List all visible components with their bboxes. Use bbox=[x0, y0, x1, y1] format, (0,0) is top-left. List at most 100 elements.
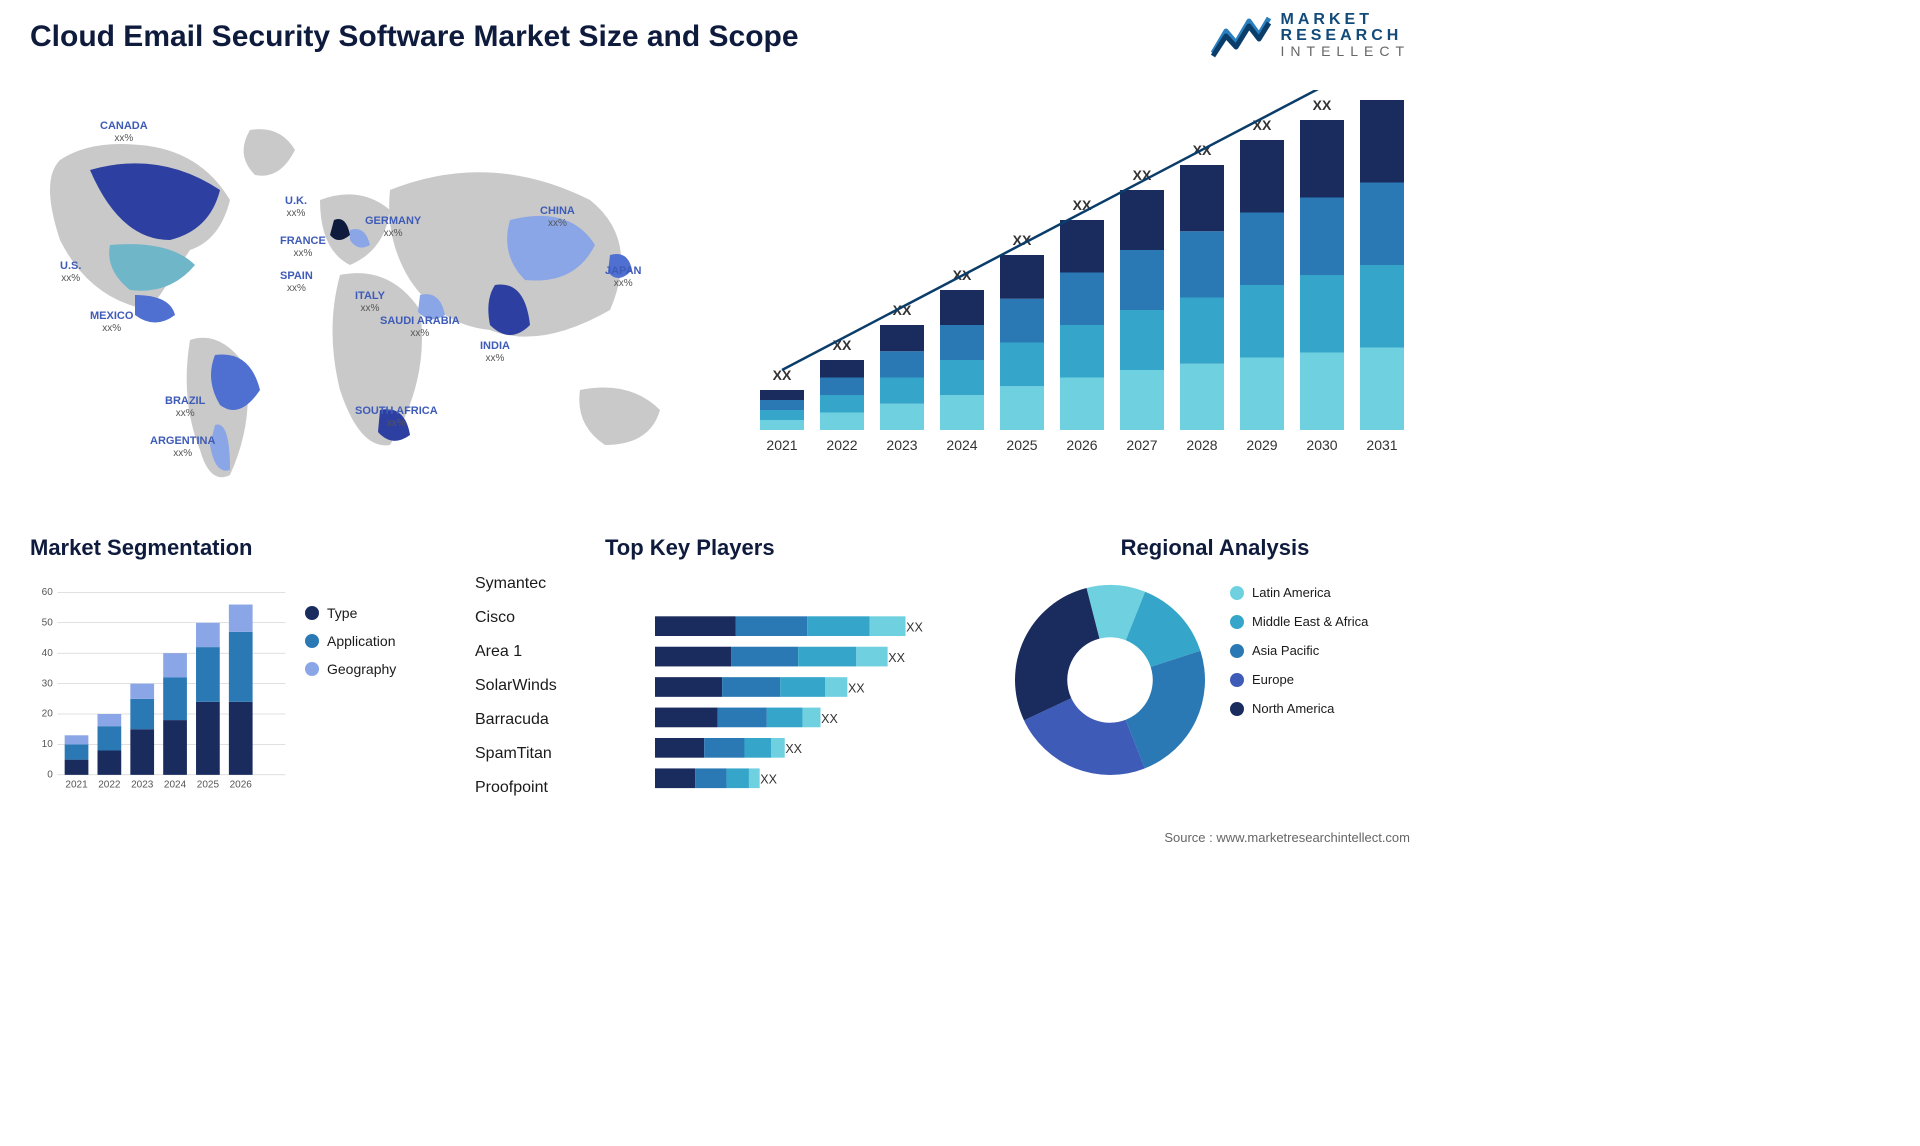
svg-text:XX: XX bbox=[760, 773, 777, 787]
svg-text:2025: 2025 bbox=[1006, 437, 1037, 453]
map-country-label: FRANCExx% bbox=[280, 235, 326, 260]
legend-swatch-icon bbox=[1230, 644, 1244, 658]
svg-text:XX: XX bbox=[888, 651, 905, 665]
logo-mark-icon bbox=[1211, 13, 1271, 58]
legend-item: Asia Pacific bbox=[1230, 643, 1368, 658]
key-players-chart: XX XX XX XX XX XX bbox=[655, 567, 995, 807]
regional-title: Regional Analysis bbox=[1005, 535, 1425, 561]
key-players-title: Top Key Players bbox=[605, 535, 775, 561]
svg-text:2021: 2021 bbox=[65, 780, 88, 791]
legend-label: Middle East & Africa bbox=[1252, 614, 1368, 629]
logo-text-2: RESEARCH bbox=[1281, 28, 1410, 44]
key-player-name: SpamTitan bbox=[475, 737, 557, 771]
svg-text:2022: 2022 bbox=[826, 437, 857, 453]
svg-text:2021: 2021 bbox=[766, 437, 797, 453]
legend-swatch-icon bbox=[305, 662, 319, 676]
legend-label: Asia Pacific bbox=[1252, 643, 1319, 658]
svg-text:40: 40 bbox=[42, 648, 54, 659]
map-country-label: U.S.xx% bbox=[60, 260, 81, 285]
market-size-chart: 2021XX2022XX2023XX2024XX2025XX2026XX2027… bbox=[740, 90, 1420, 490]
legend-label: North America bbox=[1252, 701, 1334, 716]
segmentation-legend: Type Application Geography bbox=[305, 605, 396, 689]
legend-swatch-icon bbox=[1230, 586, 1244, 600]
brand-logo: MARKET RESEARCH INTELLECT bbox=[1211, 12, 1410, 58]
map-country-label: INDIAxx% bbox=[480, 340, 510, 365]
segmentation-chart: 0 10 20 30 40 50 60 2021 2022 2023 2024 2025 2026 bbox=[30, 580, 290, 810]
legend-label: Latin America bbox=[1252, 585, 1331, 600]
svg-text:10: 10 bbox=[42, 739, 54, 750]
map-country-label: GERMANYxx% bbox=[365, 215, 421, 240]
page-title: Cloud Email Security Software Market Siz… bbox=[30, 20, 799, 54]
legend-item: Middle East & Africa bbox=[1230, 614, 1368, 629]
map-country-label: SPAINxx% bbox=[280, 270, 313, 295]
svg-text:2024: 2024 bbox=[164, 780, 187, 791]
key-player-name: Symantec bbox=[475, 567, 557, 601]
svg-text:30: 30 bbox=[42, 678, 54, 689]
svg-text:XX: XX bbox=[821, 712, 838, 726]
map-country-label: ITALYxx% bbox=[355, 290, 385, 315]
svg-text:XX: XX bbox=[1313, 97, 1332, 113]
svg-text:XX: XX bbox=[1073, 197, 1092, 213]
svg-text:60: 60 bbox=[42, 587, 54, 598]
svg-text:2023: 2023 bbox=[131, 780, 154, 791]
legend-swatch-icon bbox=[305, 634, 319, 648]
legend-label: Application bbox=[327, 633, 396, 649]
legend-item: Latin America bbox=[1230, 585, 1368, 600]
legend-item: North America bbox=[1230, 701, 1368, 716]
logo-text-1: MARKET bbox=[1281, 12, 1410, 28]
regional-donut-chart bbox=[1005, 575, 1215, 785]
legend-item: Type bbox=[305, 605, 396, 621]
map-country-label: CHINAxx% bbox=[540, 205, 575, 230]
map-country-label: SOUTH AFRICAxx% bbox=[355, 405, 438, 430]
map-country-label: BRAZILxx% bbox=[165, 395, 205, 420]
key-player-name: Cisco bbox=[475, 601, 557, 635]
map-country-label: CANADAxx% bbox=[100, 120, 148, 145]
svg-text:XX: XX bbox=[785, 742, 802, 756]
svg-text:2026: 2026 bbox=[230, 780, 253, 791]
legend-item: Application bbox=[305, 633, 396, 649]
svg-text:2024: 2024 bbox=[946, 437, 977, 453]
logo-text-3: INTELLECT bbox=[1281, 44, 1410, 58]
key-player-name: SolarWinds bbox=[475, 669, 557, 703]
segmentation-title: Market Segmentation bbox=[30, 535, 460, 561]
world-map-panel: CANADAxx% U.S.xx% MEXICOxx% BRAZILxx% ARGENT… bbox=[20, 90, 720, 490]
legend-item: Europe bbox=[1230, 672, 1368, 687]
regional-legend: Latin America Middle East & Africa Asia Pa… bbox=[1230, 585, 1368, 730]
legend-swatch-icon bbox=[305, 606, 319, 620]
legend-swatch-icon bbox=[1230, 615, 1244, 629]
legend-label: Geography bbox=[327, 661, 396, 677]
svg-text:2031: 2031 bbox=[1366, 437, 1397, 453]
svg-text:2025: 2025 bbox=[197, 780, 220, 791]
svg-text:2027: 2027 bbox=[1126, 437, 1157, 453]
svg-text:50: 50 bbox=[42, 618, 54, 629]
key-player-name: Barracuda bbox=[475, 703, 557, 737]
map-country-label: SAUDI ARABIAxx% bbox=[380, 315, 460, 340]
map-country-label: ARGENTINAxx% bbox=[150, 435, 215, 460]
svg-text:2026: 2026 bbox=[1066, 437, 1097, 453]
svg-text:20: 20 bbox=[42, 709, 54, 720]
svg-text:2029: 2029 bbox=[1246, 437, 1277, 453]
svg-text:2030: 2030 bbox=[1306, 437, 1337, 453]
legend-swatch-icon bbox=[1230, 702, 1244, 716]
map-country-label: MEXICOxx% bbox=[90, 310, 133, 335]
legend-label: Europe bbox=[1252, 672, 1294, 687]
legend-label: Type bbox=[327, 605, 357, 621]
key-player-name: Area 1 bbox=[475, 635, 557, 669]
key-players-panel: Top Key Players SymantecCiscoArea 1Solar… bbox=[475, 535, 995, 815]
svg-text:XX: XX bbox=[848, 681, 865, 695]
map-country-label: JAPANxx% bbox=[605, 265, 641, 290]
svg-text:2023: 2023 bbox=[886, 437, 917, 453]
segmentation-panel: Market Segmentation 0 10 20 30 40 50 60 2021 202… bbox=[30, 535, 460, 815]
map-country-label: U.K.xx% bbox=[285, 195, 307, 220]
svg-text:2028: 2028 bbox=[1186, 437, 1217, 453]
source-attribution: Source : www.marketresearchintellect.com bbox=[1164, 830, 1410, 845]
key-players-names: SymantecCiscoArea 1SolarWindsBarracudaSp… bbox=[475, 567, 557, 805]
svg-text:0: 0 bbox=[47, 770, 53, 781]
legend-swatch-icon bbox=[1230, 673, 1244, 687]
svg-text:2022: 2022 bbox=[98, 780, 121, 791]
svg-text:XX: XX bbox=[1373, 90, 1392, 93]
regional-panel: Regional Analysis Latin America Middle Ea… bbox=[1005, 535, 1425, 815]
legend-item: Geography bbox=[305, 661, 396, 677]
svg-text:XX: XX bbox=[906, 621, 923, 635]
key-player-name: Proofpoint bbox=[475, 771, 557, 805]
